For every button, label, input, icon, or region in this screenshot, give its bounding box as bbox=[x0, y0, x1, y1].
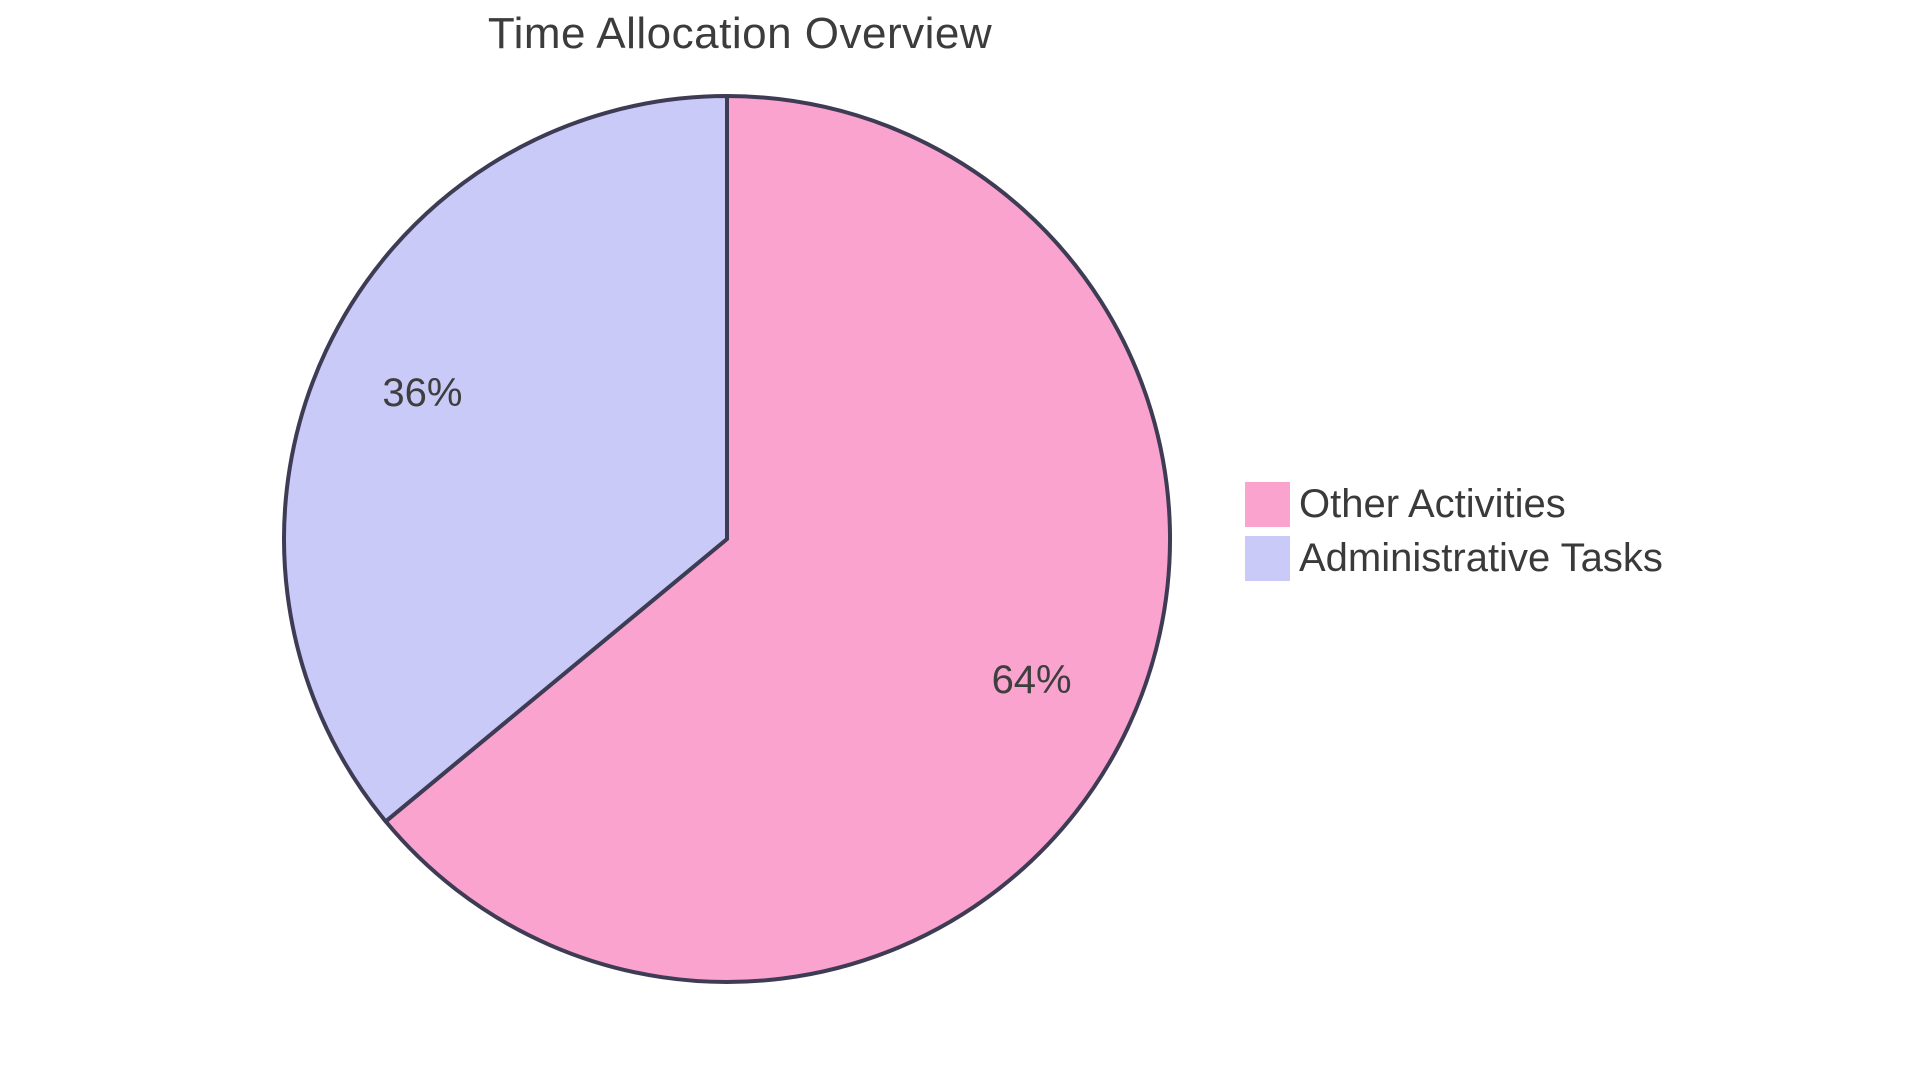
legend-swatch-other-activities bbox=[1245, 482, 1290, 527]
legend: Other Activities Administrative Tasks bbox=[1245, 482, 1663, 581]
legend-label-administrative-tasks: Administrative Tasks bbox=[1299, 536, 1663, 580]
legend-item-administrative-tasks: Administrative Tasks bbox=[1245, 536, 1663, 581]
pie-slice-other-activities bbox=[383, 94, 1173, 984]
chart-title: Time Allocation Overview bbox=[487, 9, 993, 58]
slice-percent-label-other-activities: 64% bbox=[992, 658, 1072, 702]
legend-swatch-administrative-tasks bbox=[1245, 536, 1290, 581]
legend-item-other-activities: Other Activities bbox=[1245, 482, 1663, 527]
slice-percent-label-administrative-tasks: 36% bbox=[382, 371, 462, 415]
pie-slice-administrative-tasks bbox=[282, 94, 729, 824]
legend-label-other-activities: Other Activities bbox=[1299, 482, 1566, 526]
